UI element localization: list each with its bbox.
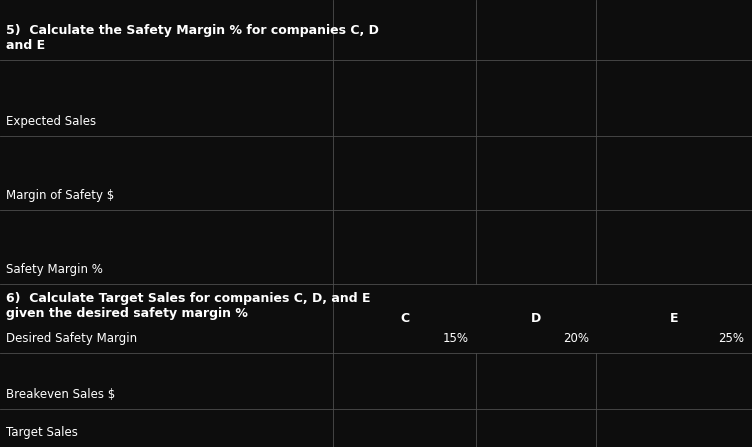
Text: 20%: 20% xyxy=(562,332,589,345)
Text: Target Sales: Target Sales xyxy=(6,426,78,439)
Text: 25%: 25% xyxy=(718,332,744,345)
Text: Safety Margin %: Safety Margin % xyxy=(6,263,103,276)
Text: 5)  Calculate the Safety Margin % for companies C, D
and E: 5) Calculate the Safety Margin % for com… xyxy=(6,24,379,52)
Text: D: D xyxy=(531,312,541,325)
Text: Desired Safety Margin: Desired Safety Margin xyxy=(6,332,137,345)
Text: Margin of Safety $: Margin of Safety $ xyxy=(6,189,114,202)
Text: C: C xyxy=(400,312,409,325)
Text: E: E xyxy=(670,312,678,325)
Text: 15%: 15% xyxy=(442,332,468,345)
Text: Breakeven Sales $: Breakeven Sales $ xyxy=(6,388,115,401)
Text: Expected Sales: Expected Sales xyxy=(6,115,96,128)
Text: 6)  Calculate Target Sales for companies C, D, and E
given the desired safety ma: 6) Calculate Target Sales for companies … xyxy=(6,292,371,320)
